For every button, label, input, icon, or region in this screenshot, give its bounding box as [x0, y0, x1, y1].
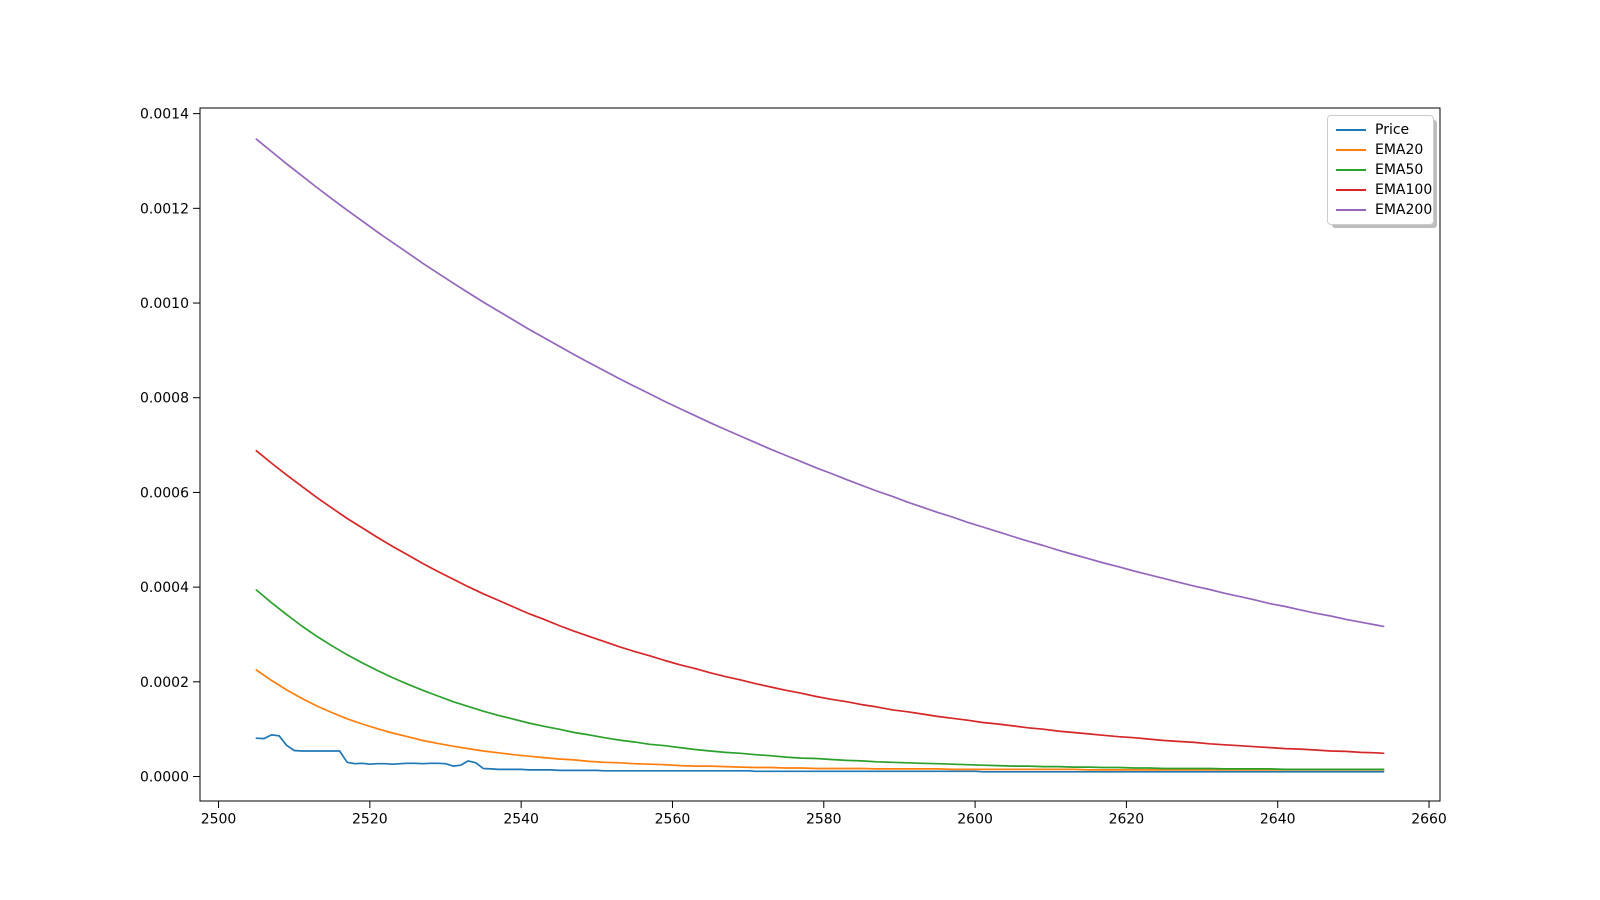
series-line-price [255, 734, 1385, 773]
series-line-ema20 [255, 669, 1385, 771]
legend-row-ema100: EMA100 [1336, 180, 1432, 200]
series-line-ema200 [255, 138, 1385, 628]
plot-border [199, 107, 1441, 802]
legend-label-ema200: EMA200 [1375, 202, 1433, 218]
legend-label-ema50: EMA50 [1375, 162, 1424, 178]
x-tick-label: 2500 [201, 812, 237, 828]
legend-label-ema20: EMA20 [1375, 142, 1424, 158]
y-axis-ticks: 0.0000 0.0002 0.0004 0.0006 0.0008 0.0010 0.00… [140, 107, 200, 786]
series-line-ema100 [255, 449, 1385, 755]
x-tick-label: 2520 [352, 812, 388, 828]
legend-row-ema200: EMA200 [1336, 200, 1432, 220]
y-tick-label: 0.0000 [140, 770, 189, 786]
x-tick-label: 2600 [957, 812, 993, 828]
y-tick-label: 0.0002 [140, 675, 189, 691]
y-tick-label: 0.0008 [140, 391, 189, 407]
ema50-line-icon [1336, 169, 1366, 171]
legend-row-ema50: EMA50 [1336, 160, 1427, 180]
ema100-line-icon [1336, 189, 1366, 191]
legend-label-price: Price [1375, 122, 1410, 138]
x-tick-label: 2620 [1109, 812, 1145, 828]
x-tick-label: 2660 [1411, 812, 1447, 828]
y-tick-label: 0.0012 [140, 201, 189, 217]
y-tick-label: 0.0006 [140, 485, 189, 501]
ema200-line-icon [1336, 209, 1366, 211]
y-tick-label: 0.0010 [140, 296, 189, 312]
x-tick-label: 2640 [1260, 812, 1296, 828]
legend-label-ema100: EMA100 [1375, 182, 1433, 198]
x-tick-label: 2580 [806, 812, 842, 828]
y-tick-label: 0.0014 [140, 107, 189, 123]
x-tick-label: 2560 [655, 812, 691, 828]
axes: 2500 2520 2540 2560 2580 2600 2620 2640 2660 0.0… [140, 107, 1447, 828]
series-line-ema50 [255, 589, 1385, 771]
x-tick-label: 2540 [503, 812, 539, 828]
legend-row-price: Price [1336, 120, 1427, 140]
series-lines [255, 138, 1385, 773]
ema20-line-icon [1336, 149, 1366, 151]
x-axis-ticks: 2500 2520 2540 2560 2580 2600 2620 2640 2660 [201, 801, 1447, 828]
legend-row-ema20: EMA20 [1336, 140, 1427, 160]
y-tick-label: 0.0004 [140, 580, 189, 596]
legend: Price EMA20 EMA50 EMA100 EMA200 [1327, 115, 1434, 225]
price-line-icon [1336, 129, 1366, 131]
